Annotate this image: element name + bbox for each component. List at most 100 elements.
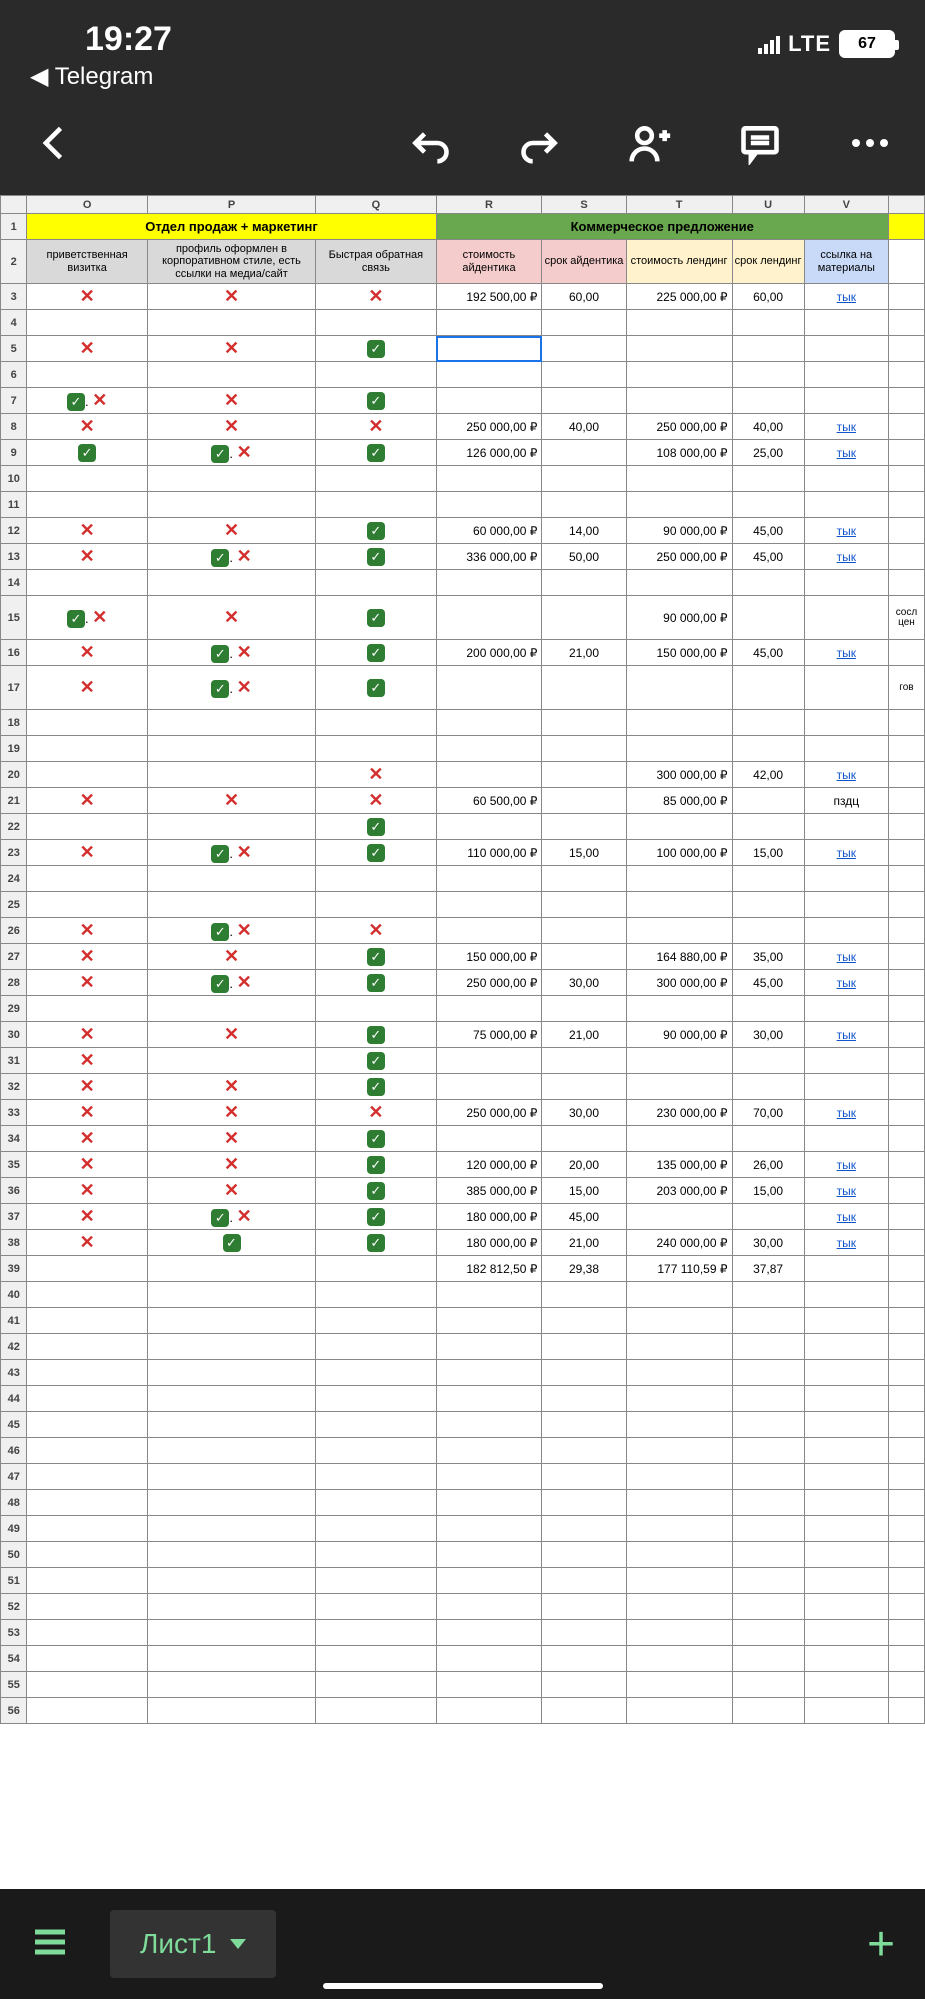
cell[interactable]	[27, 1360, 147, 1386]
cell[interactable]	[542, 1412, 626, 1438]
cell[interactable]: 37,87	[732, 1256, 804, 1282]
row-header[interactable]: 23	[1, 840, 27, 866]
cell[interactable]	[626, 1204, 732, 1230]
cell[interactable]: ✓	[316, 970, 436, 996]
cell[interactable]	[542, 1126, 626, 1152]
cell[interactable]	[542, 1672, 626, 1698]
cell[interactable]	[436, 1672, 542, 1698]
cell[interactable]	[888, 1100, 924, 1126]
cell[interactable]	[888, 866, 924, 892]
cell[interactable]: ✓	[316, 1230, 436, 1256]
cell[interactable]	[888, 1152, 924, 1178]
cell[interactable]	[626, 1568, 732, 1594]
cell[interactable]	[804, 918, 888, 944]
row-header[interactable]: 39	[1, 1256, 27, 1282]
cell[interactable]: 385 000,00 ₽	[436, 1178, 542, 1204]
cell[interactable]	[888, 1464, 924, 1490]
cell[interactable]: 14,00	[542, 518, 626, 544]
cell[interactable]	[732, 666, 804, 710]
cell[interactable]	[542, 866, 626, 892]
cell[interactable]	[436, 336, 542, 362]
cell[interactable]	[147, 1334, 315, 1360]
cell[interactable]: ✓	[316, 1152, 436, 1178]
cell[interactable]	[316, 1360, 436, 1386]
cell[interactable]: ✓. ✕	[147, 918, 315, 944]
row-header[interactable]: 51	[1, 1568, 27, 1594]
cell[interactable]	[147, 1698, 315, 1724]
col-subheader[interactable]: профиль оформлен в корпоративном стиле, …	[147, 240, 315, 284]
cell[interactable]	[626, 1412, 732, 1438]
cell[interactable]	[542, 788, 626, 814]
cell[interactable]	[316, 466, 436, 492]
cell[interactable]	[436, 1074, 542, 1100]
cell[interactable]	[732, 1204, 804, 1230]
row-header[interactable]: 4	[1, 310, 27, 336]
cell[interactable]: 21,00	[542, 1230, 626, 1256]
cell[interactable]	[626, 736, 732, 762]
cell[interactable]	[626, 1516, 732, 1542]
cell[interactable]	[888, 388, 924, 414]
row-header[interactable]: 22	[1, 814, 27, 840]
cell[interactable]: ✓	[316, 1048, 436, 1074]
cell[interactable]: ✕	[316, 1100, 436, 1126]
cell[interactable]: ✓. ✕	[147, 440, 315, 466]
row-header[interactable]: 12	[1, 518, 27, 544]
cell[interactable]	[27, 492, 147, 518]
cell[interactable]	[626, 1542, 732, 1568]
undo-button[interactable]	[405, 118, 455, 168]
cell[interactable]	[888, 918, 924, 944]
cell[interactable]: ✕	[27, 1126, 147, 1152]
cell[interactable]	[804, 1282, 888, 1308]
cell[interactable]	[888, 814, 924, 840]
cell[interactable]	[732, 1308, 804, 1334]
cell[interactable]	[147, 1464, 315, 1490]
cell[interactable]: 45,00	[732, 544, 804, 570]
row-header[interactable]: 13	[1, 544, 27, 570]
cell[interactable]: ✕	[316, 788, 436, 814]
cell[interactable]	[732, 1646, 804, 1672]
cell[interactable]	[732, 1490, 804, 1516]
row-header[interactable]: 44	[1, 1386, 27, 1412]
cell[interactable]	[626, 1048, 732, 1074]
cell[interactable]	[732, 1386, 804, 1412]
cell[interactable]	[147, 466, 315, 492]
row-header[interactable]: 42	[1, 1334, 27, 1360]
cell[interactable]: тык	[804, 970, 888, 996]
cell[interactable]	[436, 710, 542, 736]
row-header[interactable]: 8	[1, 414, 27, 440]
cell[interactable]	[27, 570, 147, 596]
cell[interactable]: 45,00	[732, 640, 804, 666]
cell[interactable]	[316, 1698, 436, 1724]
row-header[interactable]: 50	[1, 1542, 27, 1568]
cell[interactable]: ✕	[316, 284, 436, 310]
cell[interactable]: тык	[804, 1100, 888, 1126]
cell[interactable]	[626, 336, 732, 362]
cell[interactable]: тык	[804, 440, 888, 466]
cell[interactable]	[316, 1620, 436, 1646]
cell[interactable]: 192 500,00 ₽	[436, 284, 542, 310]
cell[interactable]: ✕	[147, 336, 315, 362]
row-header[interactable]: 24	[1, 866, 27, 892]
cell[interactable]: ✕	[27, 640, 147, 666]
cell[interactable]	[804, 336, 888, 362]
cell[interactable]	[888, 1282, 924, 1308]
cell[interactable]	[888, 1386, 924, 1412]
cell[interactable]	[804, 1490, 888, 1516]
cell[interactable]	[804, 466, 888, 492]
row-header[interactable]: 14	[1, 570, 27, 596]
cell[interactable]	[888, 762, 924, 788]
cell[interactable]	[732, 1698, 804, 1724]
cell[interactable]	[804, 1048, 888, 1074]
cell[interactable]	[147, 1620, 315, 1646]
cell[interactable]	[804, 1698, 888, 1724]
cell[interactable]	[436, 1334, 542, 1360]
cell[interactable]	[732, 310, 804, 336]
cell[interactable]: 203 000,00 ₽	[626, 1178, 732, 1204]
cell[interactable]	[888, 1490, 924, 1516]
cell[interactable]	[804, 1542, 888, 1568]
cell[interactable]: ✕	[27, 788, 147, 814]
cell[interactable]	[436, 596, 542, 640]
cell[interactable]	[626, 1126, 732, 1152]
section-header[interactable]: Отдел продаж + маркетинг	[27, 214, 436, 240]
cell[interactable]	[542, 1282, 626, 1308]
